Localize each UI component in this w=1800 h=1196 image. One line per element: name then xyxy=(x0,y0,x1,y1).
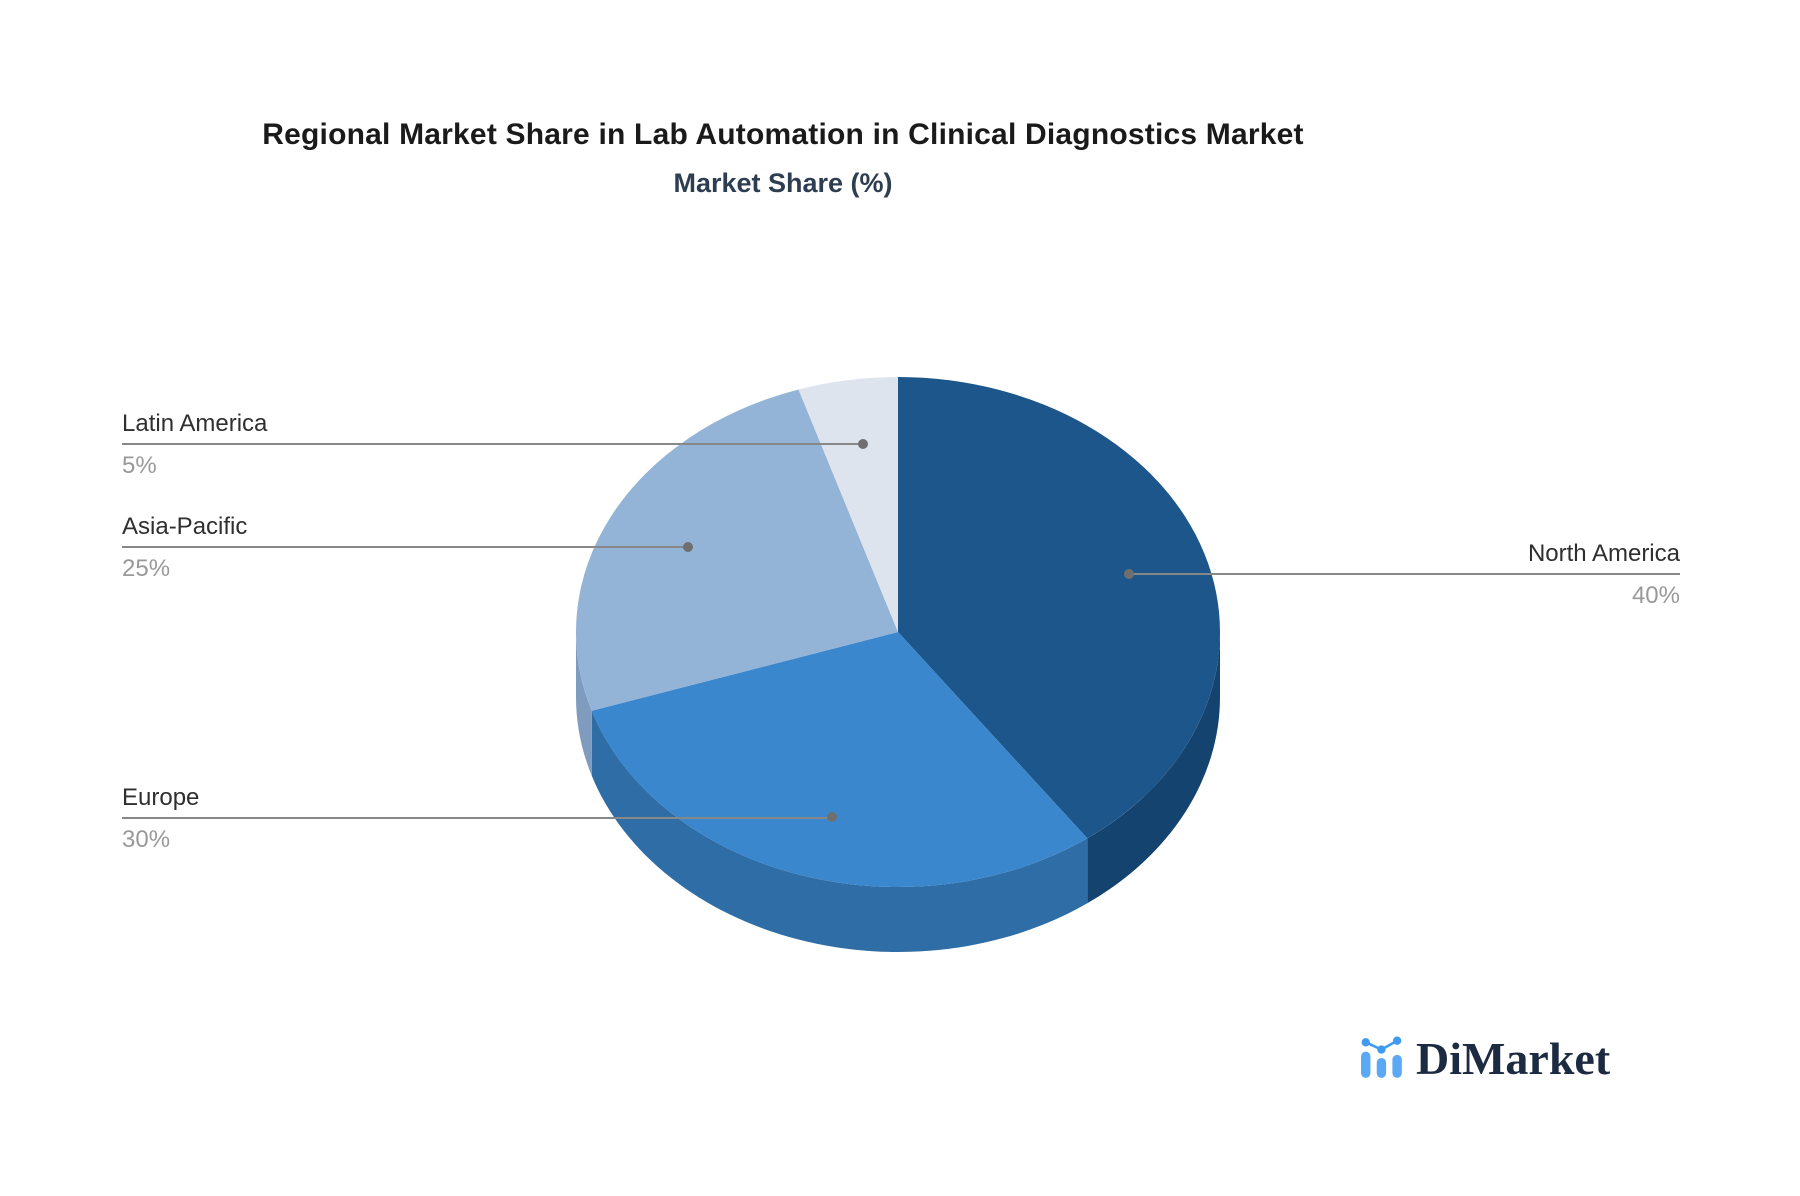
mini-bar-line-chart-icon xyxy=(1361,1036,1402,1078)
pie-slice-europe[interactable] xyxy=(591,632,1088,888)
pie-slices xyxy=(576,377,1220,888)
chart-subtitle: Market Share (%) xyxy=(673,168,893,198)
pie-slice-north-america[interactable] xyxy=(898,377,1220,839)
pie-slice-asia-pacific[interactable] xyxy=(576,389,898,711)
chart-title: Regional Market Share in Lab Automation … xyxy=(262,118,1304,151)
pie-3d-sides xyxy=(576,632,1220,953)
leader-dot-north-america xyxy=(1124,569,1134,579)
brand-logo-text: DiMarket xyxy=(1416,1033,1611,1084)
pie-slice-latin-america[interactable] xyxy=(798,377,898,632)
slice-label-latin-america: Latin America xyxy=(122,410,268,437)
brand-logo: DiMarket xyxy=(1360,1036,1610,1082)
pie-slice-side-north-america xyxy=(1087,632,1220,904)
leader-lines xyxy=(122,439,1680,822)
leader-dot-latin-america xyxy=(858,439,868,449)
leader-dot-asia-pacific xyxy=(683,542,693,552)
slice-value-latin-america: 5% xyxy=(122,452,157,479)
pie-slice-side-asia-pacific xyxy=(576,632,592,776)
leader-dot-europe xyxy=(827,812,837,822)
slice-label-europe: Europe xyxy=(122,784,200,811)
slice-value-europe: 30% xyxy=(122,826,171,853)
slice-value-north-america: 40% xyxy=(1631,582,1680,609)
slice-label-asia-pacific: Asia-Pacific xyxy=(122,513,248,540)
slice-label-north-america: North America xyxy=(1527,540,1680,567)
slice-value-asia-pacific: 25% xyxy=(122,555,171,582)
pie-slice-side-europe xyxy=(591,710,1088,953)
